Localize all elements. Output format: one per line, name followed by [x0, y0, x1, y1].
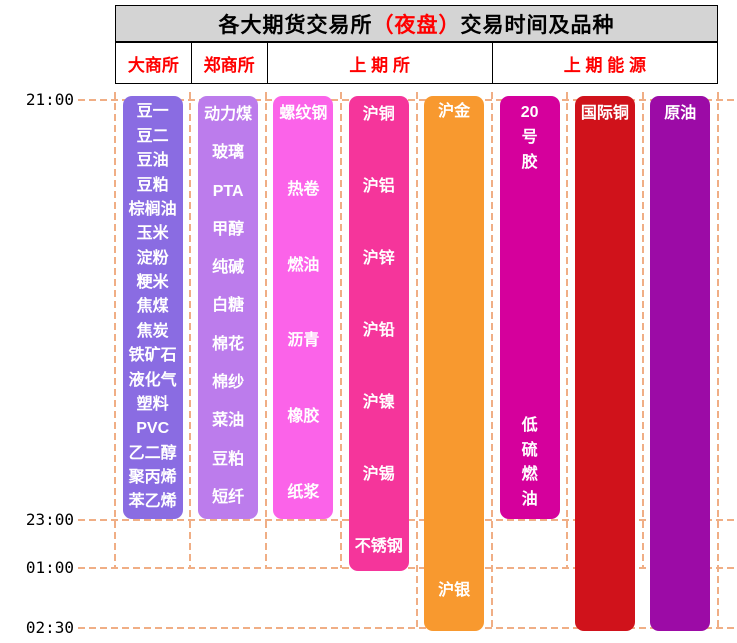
product-label: 纸浆: [287, 483, 320, 501]
product-label: 棉纱: [212, 374, 245, 392]
product-label: 棕榈油: [128, 200, 177, 218]
product-label: 沪镍: [362, 394, 395, 411]
product-label: 玉米: [136, 225, 169, 243]
product-label: 动力煤: [204, 106, 253, 123]
grid-line-vertical: [641, 92, 644, 568]
grid-line-vertical: [566, 92, 569, 568]
bar-czce: 动力煤玻璃 PTA 甲醇纯碱白糖棉花棉纱菜油豆粕短纤: [198, 96, 259, 519]
chart-title: 各大期货交易所 （夜盘） 交易时间及品种: [115, 5, 718, 42]
header-cell-ine: 上 期 能 源: [491, 43, 717, 83]
time-axis-label: 21:00: [25, 90, 74, 109]
time-axis-label: 23:00: [25, 510, 74, 529]
product-label: 棉花: [212, 335, 245, 353]
product-label: 豆二: [136, 127, 169, 145]
bar-shfe-ferrous: 螺纹钢热卷燃油沥青橡胶纸浆: [273, 96, 334, 519]
product-label: 塑料: [136, 395, 169, 413]
product-label: PVC: [136, 420, 170, 438]
product-label: 橡胶: [287, 408, 320, 426]
product-label: PTA: [212, 182, 244, 200]
product-label: 纯碱: [212, 259, 245, 277]
product-label: 焦煤: [136, 298, 169, 316]
grid-line-vertical: [490, 92, 493, 628]
product-label: 豆粕: [212, 450, 245, 468]
exchange-header-row: 大商所 郑商所 上 期 所 上 期 能 源: [115, 42, 718, 84]
product-label: 液化气: [128, 371, 177, 389]
product-label: 沪铅: [362, 322, 395, 339]
header-cell-czce: 郑商所: [190, 43, 267, 83]
product-label: 国际铜: [580, 105, 629, 122]
header-cell-shfe: 上 期 所: [266, 43, 492, 83]
product-label: 沪铜: [362, 106, 395, 123]
product-label: 沪金: [438, 103, 471, 120]
product-label: 聚丙烯: [128, 469, 177, 486]
grid-line-time: [78, 627, 735, 629]
product-label: 豆油: [136, 152, 169, 170]
bar-shfe-metals: 沪铜沪铝沪锌沪铅沪镍沪锡不锈钢: [348, 96, 409, 571]
time-axis-label: 02:30: [25, 618, 74, 637]
bar-ine-crude: 原油: [650, 96, 711, 631]
product-label: 铁矿石: [128, 347, 177, 365]
product-label: 乙二醇: [128, 444, 177, 462]
product-label: 豆粕: [136, 176, 169, 194]
product-label: 螺纹钢: [279, 105, 328, 122]
product-label: 苯乙烯: [128, 493, 177, 511]
product-label: 菜油: [212, 412, 245, 430]
product-label: 热卷: [287, 180, 320, 198]
product-label: 玻璃: [212, 144, 245, 162]
title-text-suffix: 交易时间及品种: [460, 13, 615, 37]
product-label: 原油: [664, 105, 697, 122]
product-label: 沥青: [287, 332, 320, 350]
product-label: 粳米: [136, 274, 169, 291]
grid-line-vertical: [264, 92, 267, 568]
product-label: 豆一: [136, 103, 169, 121]
product-label: 低 硫 燃 油: [521, 416, 538, 509]
grid-line-vertical: [340, 92, 343, 568]
product-label: 短纤: [212, 488, 245, 506]
bar-shfe-precious: 沪金 沪银: [424, 96, 485, 631]
bar-ine-rubber-fuel: 20 号 胶低 硫 燃 油: [499, 96, 560, 519]
product-label: 不锈钢: [354, 538, 403, 555]
title-text-prefix: 各大期货交易所: [218, 13, 373, 37]
product-label: 沪铝: [362, 178, 395, 195]
grid-line-vertical: [717, 92, 719, 628]
grid-line-vertical: [189, 92, 192, 568]
product-label: 白糖: [212, 297, 245, 315]
header-cell-dce: 大商所: [127, 55, 179, 75]
bar-ine-copper: 国际铜: [574, 96, 635, 631]
product-label: 甲醇: [212, 220, 245, 238]
grid-line-vertical: [415, 92, 418, 628]
product-label: 沪银: [438, 582, 471, 599]
product-label: 沪锡: [362, 466, 395, 483]
product-label: 淀粉: [136, 249, 169, 267]
product-label: 焦炭: [136, 322, 169, 340]
product-label: 沪锌: [362, 250, 395, 267]
bar-dce: 豆一豆二豆油豆粕棕榈油玉米淀粉粳米焦煤焦炭铁矿石液化气塑料 PVC 乙二醇聚丙烯苯乙…: [122, 96, 183, 519]
grid-line-vertical: [114, 92, 116, 568]
product-label: 20 号 胶: [520, 104, 539, 171]
product-label: 燃油: [287, 256, 320, 274]
title-highlight: （夜盘）: [372, 13, 461, 37]
time-axis-label: 01:00: [25, 558, 74, 577]
